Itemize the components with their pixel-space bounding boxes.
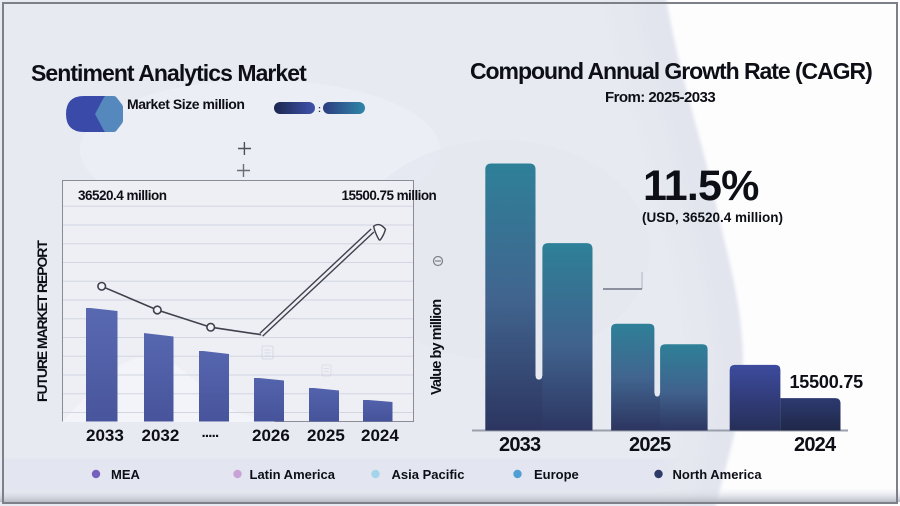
svg-text::: :: [318, 104, 321, 114]
